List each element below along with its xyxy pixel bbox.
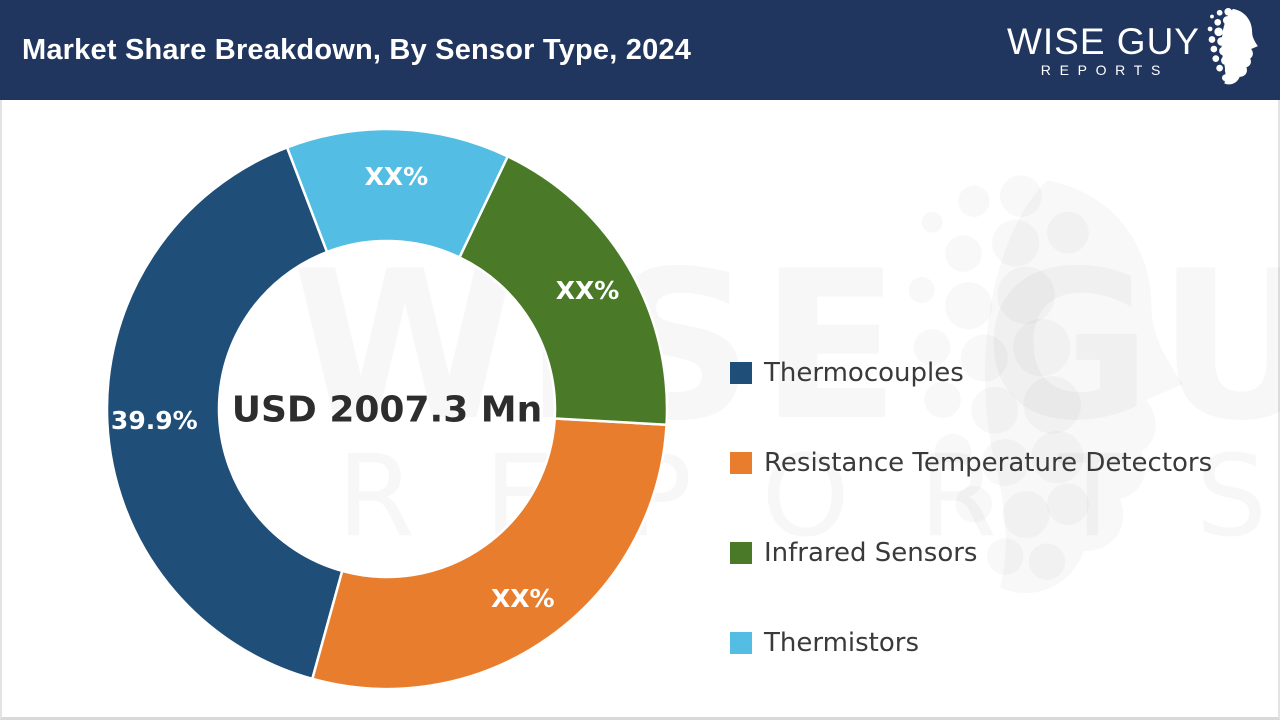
donut-segment-infrared-sensors xyxy=(458,155,669,426)
dotted-head-icon xyxy=(1207,7,1258,85)
donut-chart: 39.9% XX% XX% XX% USD 2007.3 Mn xyxy=(105,127,669,691)
page-title: Market Share Breakdown, By Sensor Type, … xyxy=(22,33,692,66)
legend: Thermocouples Resistance Temperature Det… xyxy=(730,358,1213,658)
legend-swatch-thermistors xyxy=(730,632,752,654)
segment-value-label: XX% xyxy=(556,276,620,305)
donut-segment-thermocouples xyxy=(105,146,344,681)
legend-item-thermocouples: Thermocouples xyxy=(730,358,1212,388)
legend-label-infrared-sensors: Infrared Sensors xyxy=(764,538,978,568)
legend-swatch-thermocouples xyxy=(730,362,752,384)
legend-item-thermistors: Thermistors xyxy=(730,628,1212,658)
segment-value-label: 39.9% xyxy=(111,406,198,435)
center-value-label: USD 2007.3 Mn xyxy=(232,390,542,431)
logo-subtitle: REPORTS xyxy=(1040,62,1169,78)
header: Market Share Breakdown, By Sensor Type, … xyxy=(0,0,1280,100)
legend-swatch-infrared-sensors xyxy=(730,542,752,564)
legend-label-thermistors: Thermistors xyxy=(764,628,920,658)
segment-value-label: XX% xyxy=(491,584,555,613)
legend-label-rtd: Resistance Temperature Detectors xyxy=(764,448,1213,478)
chart-area: WISE GUY REPORTS 39.9%XX%XX%XX%USD 2007.… xyxy=(0,100,1280,720)
legend-swatch-rtd xyxy=(730,452,752,474)
donut-segment-resistance-temperature-detectors xyxy=(311,417,668,691)
legend-item-infrared-sensors: Infrared Sensors xyxy=(730,538,1212,568)
logo-text: WISE GUY REPORTS xyxy=(1007,23,1200,77)
legend-item-rtd: Resistance Temperature Detectors xyxy=(730,448,1213,478)
logo-name: WISE GUY xyxy=(1006,21,1200,62)
legend-label-thermocouples: Thermocouples xyxy=(764,358,964,388)
wise-guy-reports-logo: WISE GUY REPORTS xyxy=(1007,7,1262,93)
segment-value-label: XX% xyxy=(365,162,429,191)
donut-segment-thermistors xyxy=(285,127,509,259)
